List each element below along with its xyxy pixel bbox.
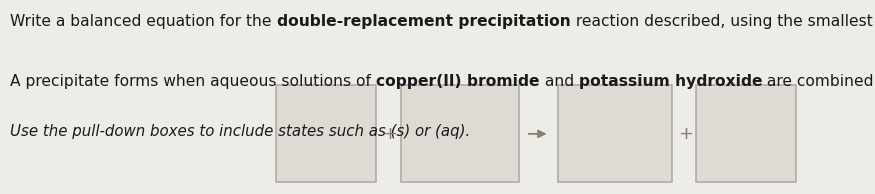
FancyBboxPatch shape xyxy=(696,85,796,182)
Text: Write a balanced equation for the: Write a balanced equation for the xyxy=(10,14,276,29)
Text: A precipitate forms when aqueous solutions of: A precipitate forms when aqueous solutio… xyxy=(10,74,376,89)
Text: reaction described, using the smallest possible integer coefficients.: reaction described, using the smallest p… xyxy=(570,14,875,29)
FancyBboxPatch shape xyxy=(276,85,376,182)
FancyBboxPatch shape xyxy=(401,85,519,182)
Text: Use the pull-down boxes to include states such as (s) or (aq).: Use the pull-down boxes to include state… xyxy=(10,124,471,139)
Text: and: and xyxy=(540,74,579,89)
Text: are combined.: are combined. xyxy=(762,74,875,89)
Text: +: + xyxy=(382,125,397,143)
Text: copper(II) bromide: copper(II) bromide xyxy=(376,74,540,89)
Text: potassium hydroxide: potassium hydroxide xyxy=(579,74,762,89)
FancyBboxPatch shape xyxy=(558,85,672,182)
Text: double-replacement precipitation: double-replacement precipitation xyxy=(276,14,570,29)
Text: +: + xyxy=(677,125,693,143)
